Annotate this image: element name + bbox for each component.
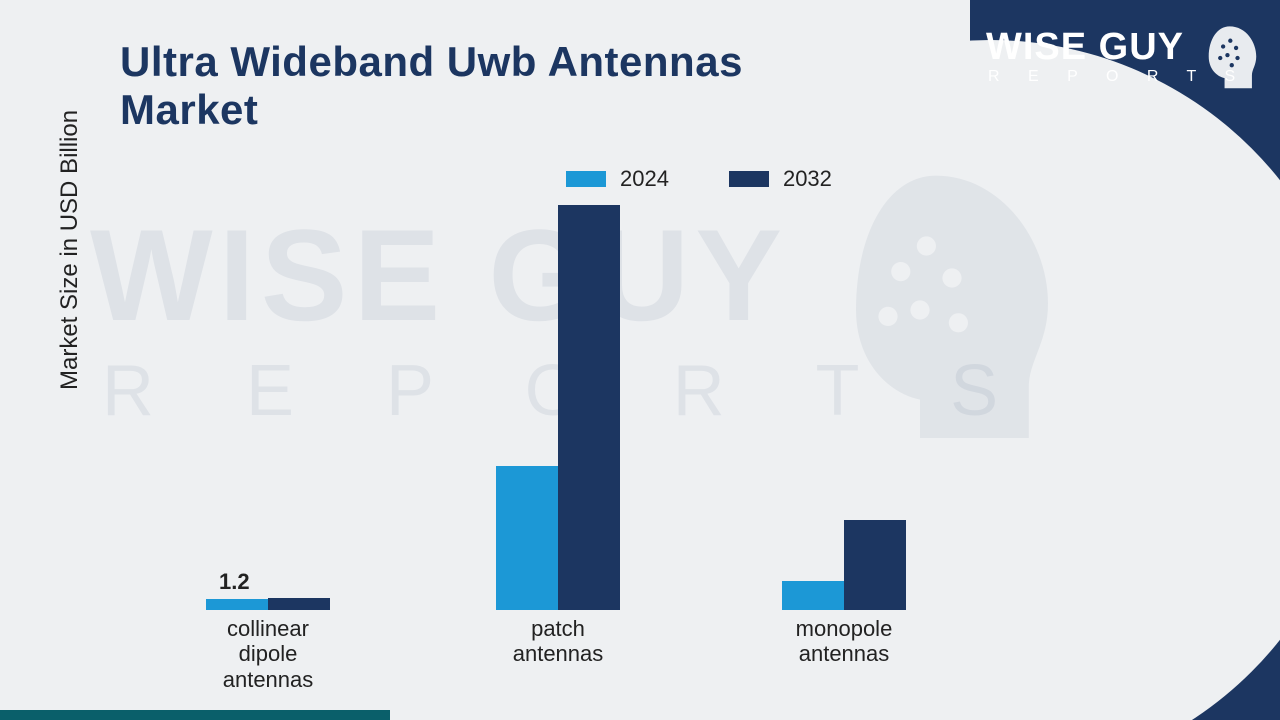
legend-swatch-2032 (729, 171, 769, 187)
bar (268, 598, 330, 610)
x-axis-label: patchantennas (468, 616, 648, 667)
bar (558, 205, 620, 610)
y-axis-label: Market Size in USD Billion (56, 110, 84, 390)
legend-item-2032: 2032 (729, 166, 832, 192)
bottom-accent-bar (0, 710, 390, 720)
legend-item-2024: 2024 (566, 166, 669, 192)
bar (844, 520, 906, 610)
legend: 2024 2032 (566, 166, 832, 192)
x-axis-label: collineardipoleantennas (178, 616, 358, 692)
bar (782, 581, 844, 610)
bar (206, 599, 268, 610)
x-axis-label: monopoleantennas (754, 616, 934, 667)
chart-title: Ultra Wideband Uwb Antennas Market (120, 38, 780, 135)
plot-area: 1.2 (108, 206, 988, 610)
legend-label-2032: 2032 (783, 166, 832, 192)
bar (496, 466, 558, 610)
brand-logo: WISE GUY R E P O R T S (986, 28, 1256, 86)
legend-label-2024: 2024 (620, 166, 669, 192)
brand-head-icon (1190, 22, 1262, 94)
legend-swatch-2024 (566, 171, 606, 187)
bar-value-label: 1.2 (219, 569, 250, 595)
chart-canvas: WISE GUY R E P O R T S WISE GUY R E P O … (0, 0, 1280, 720)
